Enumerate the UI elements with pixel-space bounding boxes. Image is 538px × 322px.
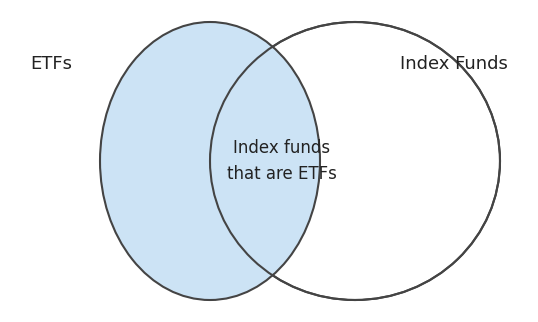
Text: Index Funds: Index Funds (400, 55, 508, 73)
Ellipse shape (100, 22, 320, 300)
Text: Index funds
that are ETFs: Index funds that are ETFs (227, 139, 337, 183)
Ellipse shape (210, 22, 500, 300)
Text: ETFs: ETFs (30, 55, 72, 73)
